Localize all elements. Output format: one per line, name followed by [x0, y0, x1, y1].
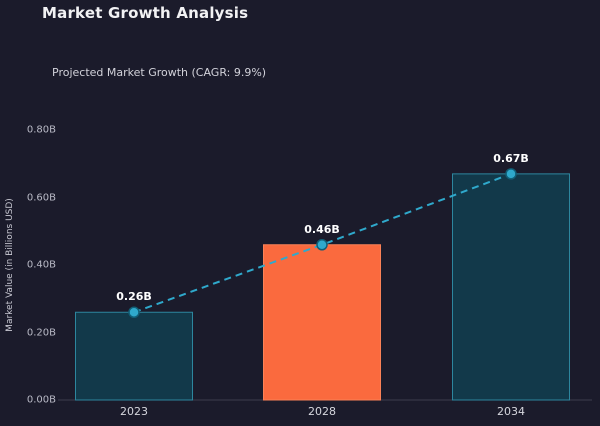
- y-tick-label: 0.00B: [26, 394, 56, 406]
- trend-marker-2034: [505, 168, 517, 180]
- trend-marker-2028: [316, 239, 328, 251]
- x-tick-label-2034: 2034: [497, 405, 525, 418]
- bar-2023: [75, 311, 193, 401]
- y-tick-label: 0.60B: [26, 192, 56, 203]
- x-tick-label-2028: 2028: [308, 405, 336, 418]
- chart-subtitle: Projected Market Growth (CAGR: 9.9%): [52, 66, 267, 79]
- x-tick-label-2023: 2023: [120, 405, 148, 418]
- y-tick-label: 0.80B: [26, 124, 56, 136]
- bar-value-label-2023: 0.26B: [116, 290, 152, 304]
- chart-title: Market Growth Analysis: [42, 4, 249, 22]
- trend-marker-2023: [128, 306, 140, 318]
- bar-value-label-2034: 0.67B: [493, 151, 529, 165]
- y-tick-label: 0.20B: [26, 327, 56, 338]
- trend-line: [133, 172, 512, 314]
- y-tick-label: 0.40B: [26, 259, 56, 271]
- bar-2028: [263, 244, 381, 401]
- bar-2034: [452, 173, 570, 401]
- bar-value-label-2028: 0.46B: [304, 222, 340, 236]
